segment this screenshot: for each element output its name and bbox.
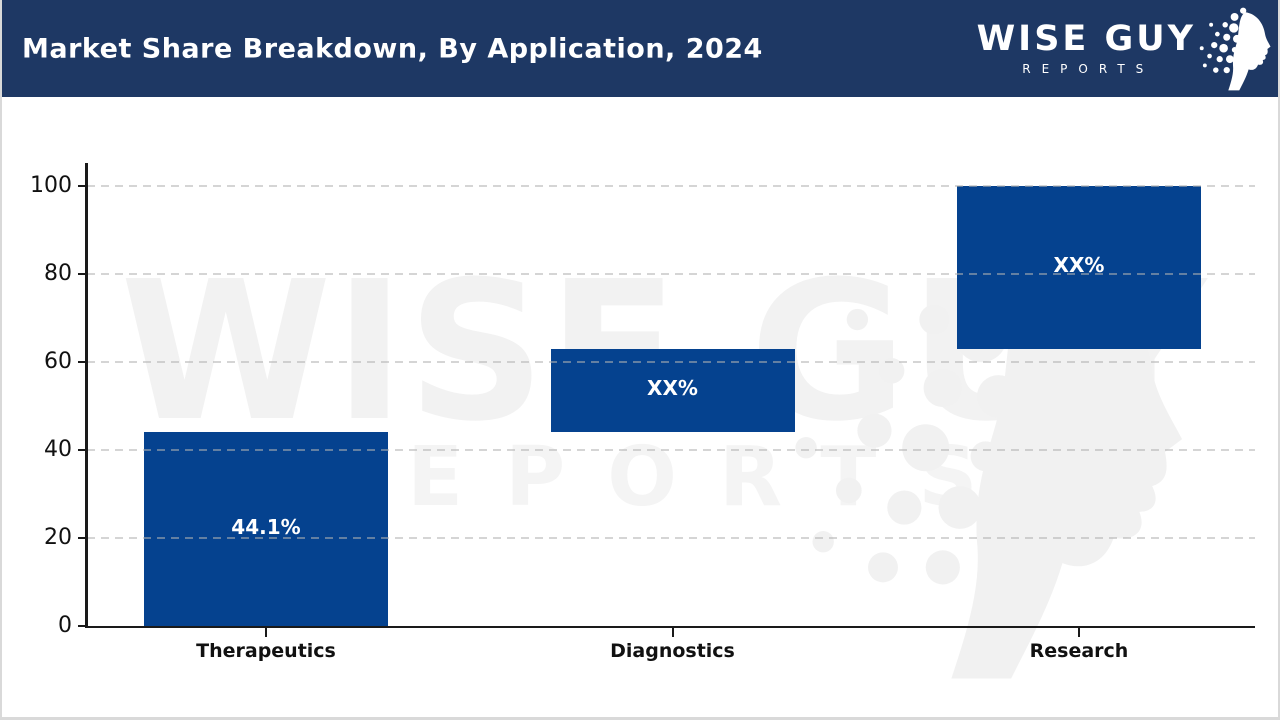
- gridline-60: [87, 361, 1255, 363]
- x-tick: [1078, 628, 1080, 637]
- x-tick-label: Diagnostics: [610, 640, 735, 662]
- x-axis-spine: [85, 625, 1255, 628]
- y-tick-label: 80: [44, 261, 72, 286]
- gridline-100: [87, 185, 1255, 187]
- gridline-80: [87, 273, 1255, 275]
- y-tick-label: 100: [30, 173, 72, 198]
- x-tick-label: Therapeutics: [196, 640, 336, 662]
- gridline-20: [87, 537, 1255, 539]
- y-tick: [78, 625, 87, 627]
- logo-subline: REPORTS: [1022, 62, 1155, 76]
- bar-value-label: XX%: [647, 376, 698, 401]
- x-tick: [671, 628, 674, 637]
- y-tick: [78, 185, 87, 187]
- x-tick-label: Research: [1029, 640, 1129, 662]
- x-tick: [265, 628, 267, 637]
- y-tick: [78, 449, 87, 451]
- y-tick-label: 20: [44, 525, 72, 550]
- logo-head-icon: [1199, 7, 1271, 91]
- y-tick-label: 40: [44, 437, 72, 462]
- logo-text: WISE GUY REPORTS: [976, 19, 1196, 77]
- bar-value-label: 44.1%: [231, 514, 301, 539]
- page-title: Market Share Breakdown, By Application, …: [22, 33, 763, 64]
- y-tick: [78, 537, 87, 539]
- bar-value-label: XX%: [1053, 253, 1105, 278]
- gridline-40: [87, 449, 1255, 451]
- y-tick: [78, 273, 87, 275]
- bar-therapeutics: [144, 431, 388, 626]
- header-bar: Market Share Breakdown, By Application, …: [2, 0, 1278, 97]
- wise-guy-logo: WISE GUY REPORTS: [977, 6, 1276, 92]
- y-tick-label: 60: [44, 349, 72, 374]
- y-axis-spine: [85, 163, 88, 628]
- y-tick: [78, 361, 87, 363]
- y-tick-label: 0: [58, 613, 72, 638]
- logo-wordmark: WISE GUY: [976, 19, 1196, 59]
